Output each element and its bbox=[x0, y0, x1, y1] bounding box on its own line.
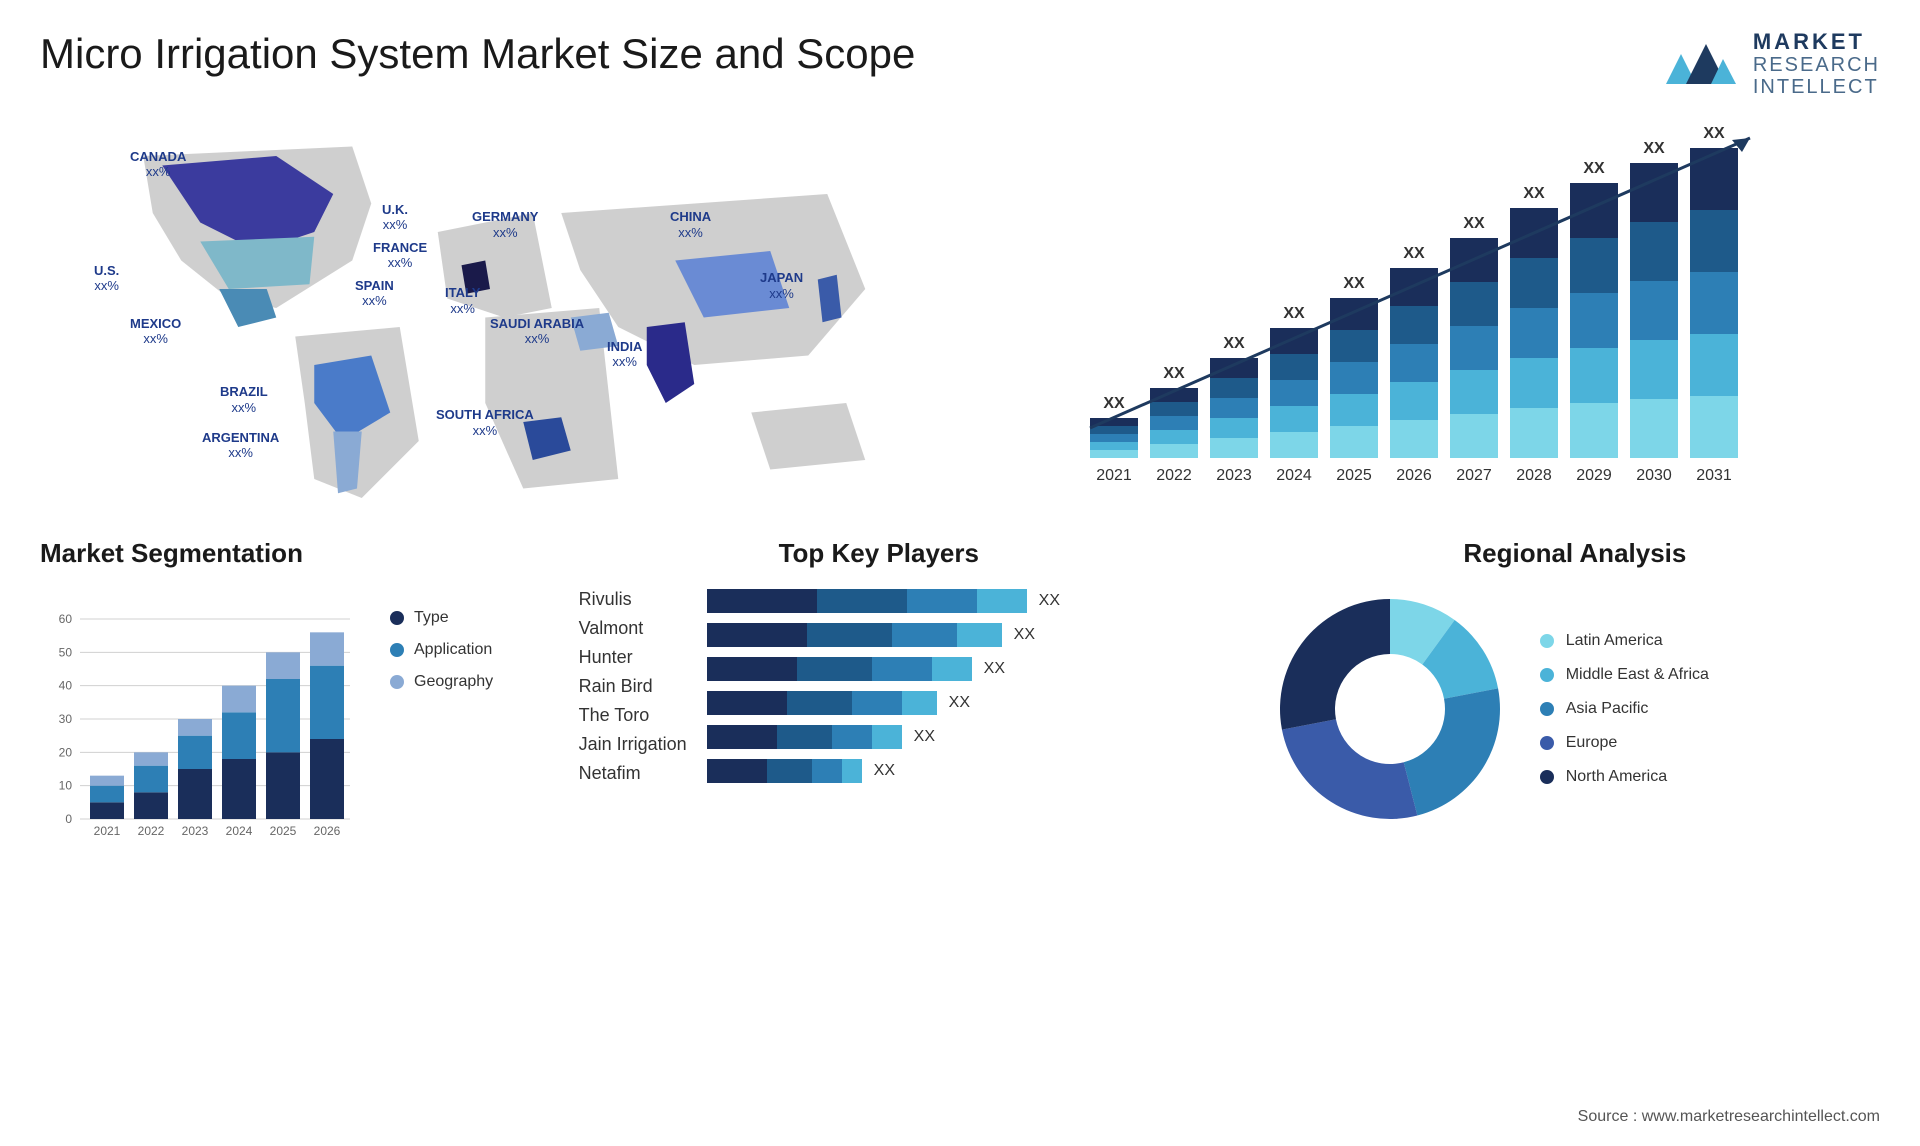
player-netafim: Netafim bbox=[579, 763, 687, 784]
region-europe: Europe bbox=[1540, 734, 1709, 752]
key-players-title: Top Key Players bbox=[779, 538, 1240, 569]
svg-text:XX: XX bbox=[1703, 125, 1725, 142]
map-label-south-africa: SOUTH AFRICAxx% bbox=[436, 407, 534, 438]
svg-text:10: 10 bbox=[59, 779, 73, 793]
segmentation-title: Market Segmentation bbox=[40, 538, 549, 569]
player-hunter: Hunter bbox=[579, 647, 687, 668]
logo-icon bbox=[1661, 34, 1741, 94]
svg-text:XX: XX bbox=[1403, 245, 1425, 262]
segmentation-chart: 0 10 20 30 40 50 60 2021 2022 2023 2024 2025 2026 bbox=[40, 589, 370, 849]
svg-text:2023: 2023 bbox=[182, 824, 209, 838]
map-label-france: FRANCExx% bbox=[373, 240, 427, 271]
player-rain-bird: Rain Bird bbox=[579, 676, 687, 697]
regional-title: Regional Analysis bbox=[1270, 538, 1880, 569]
hbar-row: XX bbox=[707, 623, 1240, 647]
svg-text:2021: 2021 bbox=[1096, 467, 1132, 484]
hbar-row: XX bbox=[707, 657, 1240, 681]
map-label-japan: JAPANxx% bbox=[760, 270, 803, 301]
main-growth-chart: XX 2021 XX 2022 XX 2023 XX 2024 XX 2025 XX 2026 XX 20… bbox=[980, 118, 1880, 498]
svg-text:2028: 2028 bbox=[1516, 467, 1552, 484]
seg-legend-application: Application bbox=[390, 641, 493, 659]
page-title: Micro Irrigation System Market Size and … bbox=[40, 30, 915, 78]
region-middle-east-africa: Middle East & Africa bbox=[1540, 666, 1709, 684]
main-chart-svg: XX 2021 XX 2022 XX 2023 XX 2024 XX 2025 XX 2026 XX 20… bbox=[980, 118, 1880, 498]
svg-text:2026: 2026 bbox=[314, 824, 341, 838]
map-label-india: INDIAxx% bbox=[607, 339, 642, 370]
svg-text:XX: XX bbox=[1223, 335, 1245, 352]
players-list: Rivulis Valmont Hunter Rain Bird The Toro Jai… bbox=[579, 589, 687, 793]
player-jain-irrigation: Jain Irrigation bbox=[579, 734, 687, 755]
svg-text:XX: XX bbox=[1523, 185, 1545, 202]
region-north-america: North America bbox=[1540, 768, 1709, 786]
svg-text:2025: 2025 bbox=[270, 824, 297, 838]
map-label-u.k.: U.K.xx% bbox=[382, 202, 408, 233]
hbar-row: XX bbox=[707, 725, 1240, 749]
region-asia-pacific: Asia Pacific bbox=[1540, 700, 1709, 718]
svg-text:XX: XX bbox=[1343, 275, 1365, 292]
logo-text: MARKET RESEARCH INTELLECT bbox=[1753, 30, 1880, 98]
svg-text:XX: XX bbox=[1643, 140, 1665, 157]
svg-text:XX: XX bbox=[1283, 305, 1305, 322]
svg-text:50: 50 bbox=[59, 646, 73, 660]
svg-text:XX: XX bbox=[1463, 215, 1485, 232]
hbar-row: XX bbox=[707, 759, 1240, 783]
map-label-argentina: ARGENTINAxx% bbox=[202, 430, 279, 461]
svg-text:XX: XX bbox=[1583, 160, 1605, 177]
segmentation-section: Market Segmentation 0 10 20 30 40 50 60 2021 202… bbox=[40, 538, 549, 849]
logo-line3: INTELLECT bbox=[1753, 76, 1880, 98]
key-players-section: Top Key Players Rivulis Valmont Hunter Rain… bbox=[579, 538, 1240, 849]
hbar-row: XX bbox=[707, 691, 1240, 715]
svg-text:40: 40 bbox=[59, 679, 73, 693]
svg-text:2026: 2026 bbox=[1396, 467, 1432, 484]
map-label-brazil: BRAZILxx% bbox=[220, 384, 268, 415]
logo: MARKET RESEARCH INTELLECT bbox=[1661, 30, 1880, 98]
seg-legend-geography: Geography bbox=[390, 673, 493, 691]
header: Micro Irrigation System Market Size and … bbox=[40, 30, 1880, 98]
svg-text:30: 30 bbox=[59, 712, 73, 726]
svg-text:60: 60 bbox=[59, 612, 73, 626]
map-label-saudi-arabia: SAUDI ARABIAxx% bbox=[490, 316, 584, 347]
key-players-chart: XX XX XX XX XX XX bbox=[707, 589, 1240, 793]
regional-legend: Latin America Middle East & Africa Asia Pa… bbox=[1540, 632, 1709, 786]
map-label-germany: GERMANYxx% bbox=[472, 209, 538, 240]
player-the-toro: The Toro bbox=[579, 705, 687, 726]
svg-text:2023: 2023 bbox=[1216, 467, 1252, 484]
svg-text:XX: XX bbox=[1103, 395, 1125, 412]
region-latin-america: Latin America bbox=[1540, 632, 1709, 650]
svg-text:2024: 2024 bbox=[226, 824, 253, 838]
seg-legend-type: Type bbox=[390, 609, 493, 627]
map-label-u.s.: U.S.xx% bbox=[94, 263, 119, 294]
svg-text:0: 0 bbox=[65, 812, 72, 826]
segmentation-legend: Type Application Geography bbox=[390, 589, 493, 849]
source-text: Source : www.marketresearchintellect.com bbox=[1578, 1108, 1880, 1126]
donut-chart bbox=[1270, 589, 1510, 829]
map-label-spain: SPAINxx% bbox=[355, 278, 394, 309]
player-valmont: Valmont bbox=[579, 618, 687, 639]
svg-text:20: 20 bbox=[59, 746, 73, 760]
player-rivulis: Rivulis bbox=[579, 589, 687, 610]
svg-text:2030: 2030 bbox=[1636, 467, 1672, 484]
bottom-row: Market Segmentation 0 10 20 30 40 50 60 2021 202… bbox=[40, 538, 1880, 849]
map-label-china: CHINAxx% bbox=[670, 209, 711, 240]
svg-text:2025: 2025 bbox=[1336, 467, 1372, 484]
hbar-row: XX bbox=[707, 589, 1240, 613]
logo-line1: MARKET bbox=[1753, 30, 1880, 54]
map-label-canada: CANADAxx% bbox=[130, 149, 186, 180]
top-row: CANADAxx% U.S.xx% MEXICOxx% BRAZILxx% ARGENT… bbox=[40, 118, 1880, 498]
svg-text:XX: XX bbox=[1163, 365, 1185, 382]
world-map-section: CANADAxx% U.S.xx% MEXICOxx% BRAZILxx% ARGENT… bbox=[40, 118, 940, 498]
regional-section: Regional Analysis Latin America Middle Ea… bbox=[1270, 538, 1880, 849]
logo-line2: RESEARCH bbox=[1753, 54, 1880, 76]
svg-text:2022: 2022 bbox=[138, 824, 165, 838]
map-label-mexico: MEXICOxx% bbox=[130, 316, 181, 347]
svg-text:2024: 2024 bbox=[1276, 467, 1312, 484]
svg-text:2022: 2022 bbox=[1156, 467, 1192, 484]
svg-text:2021: 2021 bbox=[94, 824, 121, 838]
svg-text:2027: 2027 bbox=[1456, 467, 1492, 484]
map-label-italy: ITALYxx% bbox=[445, 285, 480, 316]
svg-text:2029: 2029 bbox=[1576, 467, 1612, 484]
svg-text:2031: 2031 bbox=[1696, 467, 1732, 484]
